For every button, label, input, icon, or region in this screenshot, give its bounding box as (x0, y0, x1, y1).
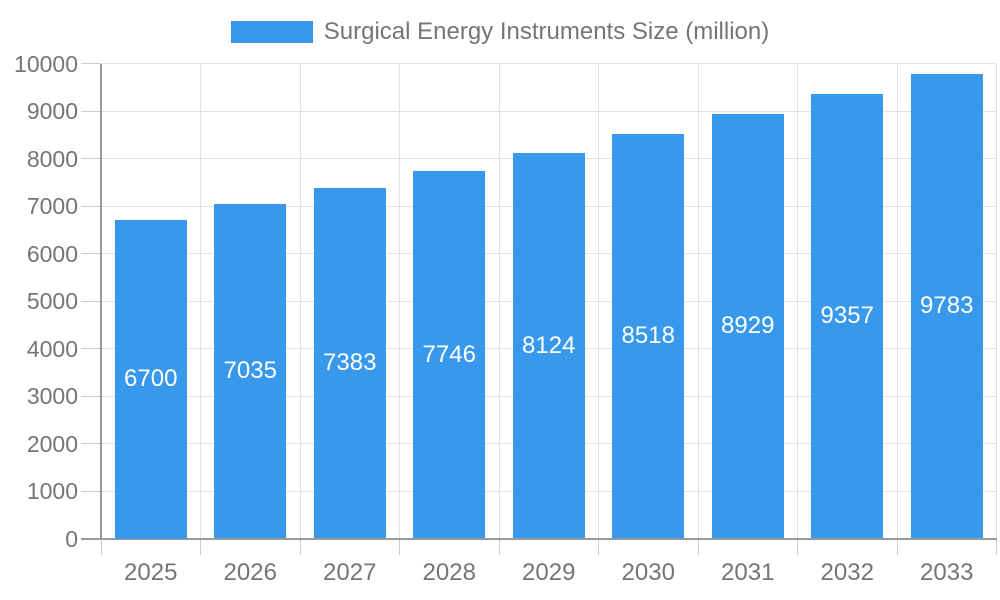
y-tick-label: 5000 (26, 288, 78, 314)
x-axis-line (81, 537, 997, 540)
bar-value-label: 8518 (621, 322, 675, 350)
bar-value-label: 7035 (223, 357, 277, 385)
y-tick-mark (81, 158, 101, 159)
y-tick-mark (81, 443, 101, 444)
bar-value-label: 7746 (422, 340, 476, 368)
x-tick-mark (697, 539, 699, 555)
x-tick-mark (498, 539, 500, 555)
x-tick-mark (100, 539, 102, 555)
legend-label: Surgical Energy Instruments Size (millio… (323, 18, 770, 45)
bar-value-label: 7383 (323, 349, 377, 377)
v-gridline (299, 63, 301, 539)
x-tick-label-2033: 2033 (920, 559, 974, 586)
bar-value-label: 8929 (721, 312, 775, 340)
y-tick-mark (81, 348, 101, 349)
x-tick-label-2027: 2027 (323, 559, 377, 586)
x-tick-mark (896, 539, 898, 555)
bar-2032[interactable]: 9357 (811, 94, 884, 539)
y-tick-label: 4000 (26, 335, 78, 362)
x-tick-label-2031: 2031 (721, 559, 775, 586)
y-tick-label: 7000 (26, 193, 78, 219)
y-axis-line (100, 63, 102, 540)
bar-2033[interactable]: 9783 (910, 73, 983, 539)
y-tick-label: 6000 (26, 240, 78, 267)
y-tick-mark (81, 253, 101, 254)
bar-2025[interactable]: 6700 (114, 220, 187, 539)
x-tick-label-2030: 2030 (621, 559, 675, 586)
v-gridline (200, 63, 201, 539)
bar-2030[interactable]: 8518 (612, 133, 685, 539)
x-tick-mark (996, 539, 997, 555)
y-tick-mark (81, 395, 101, 397)
x-tick-mark (299, 539, 301, 555)
y-tick-label: 8000 (26, 145, 78, 172)
v-gridline (598, 63, 599, 539)
bar-value-label: 9783 (920, 292, 974, 320)
v-gridline (797, 63, 798, 539)
x-tick-mark (399, 539, 400, 555)
bar-value-label: 6700 (124, 365, 178, 393)
v-gridline (896, 63, 898, 539)
x-tick-mark (598, 539, 599, 555)
x-tick-label-2029: 2029 (522, 559, 576, 586)
y-tick-label: 9000 (26, 98, 78, 124)
legend-swatch (230, 21, 313, 43)
v-gridline (498, 63, 500, 539)
x-tick-mark (200, 539, 201, 555)
legend[interactable]: Surgical Energy Instruments Size (millio… (0, 18, 1000, 46)
y-tick-label: 2000 (26, 430, 78, 457)
bar-value-label: 8124 (522, 331, 576, 359)
x-tick-label-2032: 2032 (820, 559, 874, 586)
bar-2028[interactable]: 7746 (413, 170, 486, 539)
y-tick-mark (81, 205, 101, 207)
bar-2026[interactable]: 7035 (214, 204, 287, 539)
bar-2031[interactable]: 8929 (711, 114, 784, 539)
y-tick-mark (81, 63, 101, 64)
y-tick-label: 3000 (26, 383, 78, 409)
h-gridline (101, 63, 997, 64)
y-tick-label: 10000 (14, 50, 78, 77)
y-tick-mark (81, 490, 101, 492)
x-tick-label-2026: 2026 (223, 559, 277, 586)
y-tick-mark (81, 110, 101, 112)
v-gridline (996, 63, 997, 539)
x-tick-label-2028: 2028 (422, 559, 476, 586)
bar-2029[interactable]: 8124 (512, 152, 585, 539)
y-tick-mark (81, 300, 101, 302)
bar-value-label: 9357 (820, 302, 874, 330)
y-tick-label: 0 (65, 525, 78, 552)
v-gridline (697, 63, 699, 539)
bar-2027[interactable]: 7383 (313, 187, 386, 539)
x-tick-mark (797, 539, 798, 555)
y-tick-label: 1000 (26, 478, 78, 504)
h-gridline (101, 110, 997, 112)
x-tick-label-2025: 2025 (124, 559, 178, 586)
v-gridline (399, 63, 400, 539)
